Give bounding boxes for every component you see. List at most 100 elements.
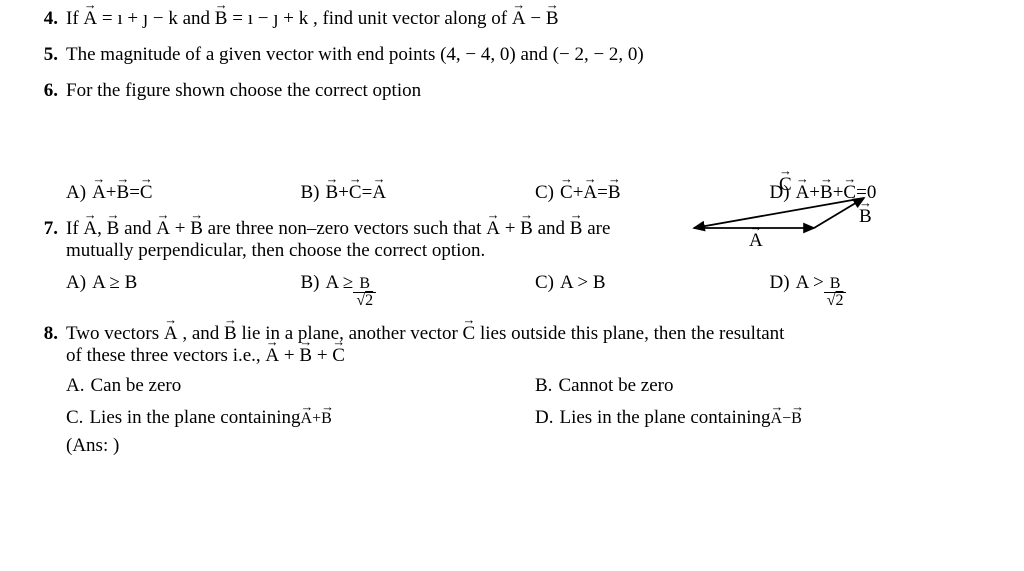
vec-A: →A xyxy=(301,410,313,428)
i: ı xyxy=(117,8,122,29)
vec-A: →A xyxy=(771,410,783,428)
fraction: B √2 xyxy=(353,276,376,309)
vec-A: →A xyxy=(164,323,178,345)
q6-option-b: B) →B + →C = →A xyxy=(301,182,536,204)
j: ȷ xyxy=(273,8,278,29)
vec-B: →B xyxy=(224,323,237,345)
q7-option-d: D) A > B √2 xyxy=(770,272,1005,309)
plus: + xyxy=(175,218,190,239)
option-label: A. xyxy=(66,375,84,397)
vec-B: →B xyxy=(190,218,203,240)
q8-optA: Can be zero xyxy=(90,375,181,397)
q7-option-b: B) A ≥ B √2 xyxy=(301,272,536,309)
vec-A: →A xyxy=(583,182,597,204)
q7-optC: A > B xyxy=(560,272,606,294)
i-hat: ˆı xyxy=(248,8,253,30)
k-hat: ˆk xyxy=(299,8,309,30)
option-label: B) xyxy=(301,182,320,204)
vec-B: →B xyxy=(107,218,120,240)
plus: + xyxy=(284,345,299,366)
plus: + xyxy=(573,182,584,204)
vec-B: →B xyxy=(820,182,833,204)
q5-text-a: The magnitude of a given vector with end… xyxy=(66,44,440,65)
vec-B: →B xyxy=(546,8,559,30)
option-label: A) xyxy=(66,272,86,294)
vec-C: →C xyxy=(140,182,153,204)
j: ȷ xyxy=(143,8,148,29)
q8-option-b: B. Cannot be zero xyxy=(535,375,1004,397)
vec-A: →A xyxy=(796,182,810,204)
minus: − xyxy=(258,8,273,29)
q6-number: 6. xyxy=(20,80,66,204)
q7-option-c: C) A > B xyxy=(535,272,770,309)
q4-mid: and xyxy=(183,8,215,29)
vec-B: →B xyxy=(299,345,312,367)
q4-number: 4. xyxy=(20,8,66,30)
vec-A: →A xyxy=(512,8,526,30)
vec-B: →B xyxy=(321,410,332,428)
minus: − xyxy=(530,8,545,29)
option-label: B. xyxy=(535,375,552,397)
vec-B: →B xyxy=(326,182,339,204)
plus: + xyxy=(505,218,520,239)
q6-text: For the figure shown choose the correct … xyxy=(66,80,421,101)
q5-pt1: (4, − 4, 0) xyxy=(440,44,516,65)
q8-t5: of these three vectors i.e., xyxy=(66,345,265,366)
vec-C: →C xyxy=(463,323,476,345)
fraction: B √2 xyxy=(824,276,847,309)
question-6: 6. For the figure shown choose the corre… xyxy=(20,80,1004,204)
q5-number: 5. xyxy=(20,44,66,66)
q6-option-d: D) →A + →B + →C = 0 xyxy=(770,182,1005,204)
q8-number: 8. xyxy=(20,323,66,457)
i: ı xyxy=(248,8,253,29)
plus: + xyxy=(106,182,117,204)
q8-option-c: C. Lies in the plane containing →A + →B xyxy=(66,407,535,429)
option-label: C) xyxy=(535,272,554,294)
vec-C: →C xyxy=(843,182,856,204)
q5-pt2: (− 2, − 2, 0) xyxy=(553,44,644,65)
option-label: C) xyxy=(535,182,554,204)
q4-post: , find unit vector along of xyxy=(313,8,512,29)
q7-t4: and xyxy=(538,218,570,239)
k-hat: ˆk xyxy=(168,8,178,30)
option-label: A) xyxy=(66,182,86,204)
two: 2 xyxy=(365,292,373,309)
q5-text-b: and xyxy=(520,44,552,65)
q8-optB: Cannot be zero xyxy=(558,375,673,397)
vec-B: →B xyxy=(117,182,130,204)
vec-A: →A xyxy=(92,182,106,204)
eq: = xyxy=(597,182,608,204)
eq: = xyxy=(129,182,140,204)
eq: = xyxy=(362,182,373,204)
vec-A: →A xyxy=(83,8,97,30)
option-label: C. xyxy=(66,407,83,429)
radical-icon: √ xyxy=(356,292,365,309)
q7-t3: are three non–zero vectors such that xyxy=(208,218,487,239)
vec-C: →C xyxy=(349,182,362,204)
q6-option-a: A) →A + →B = →C xyxy=(66,182,301,204)
question-5: 5. The magnitude of a given vector with … xyxy=(20,44,1004,66)
numerator: B xyxy=(353,276,376,293)
q4-body: If →A = ˆı + ˆȷ − ˆk and →B = ˆı − ˆȷ + … xyxy=(66,8,1004,30)
q7-t2: and xyxy=(124,218,156,239)
k: k xyxy=(299,8,309,29)
minus: − xyxy=(153,8,168,29)
q8-option-a: A. Can be zero xyxy=(66,375,535,397)
vec-A: →A xyxy=(265,345,279,367)
eq: = xyxy=(232,8,247,29)
q8-optC-pre: Lies in the plane containing xyxy=(89,407,300,429)
option-label: D. xyxy=(535,407,553,429)
plus: + xyxy=(338,182,349,204)
denominator: √2 xyxy=(353,293,376,309)
plus: + xyxy=(317,345,332,366)
vec-B: →B xyxy=(570,218,583,240)
q5-body: The magnitude of a given vector with end… xyxy=(66,44,1004,66)
vec-C: →C xyxy=(560,182,573,204)
fig-label-A: →A xyxy=(749,230,763,252)
j-hat: ˆȷ xyxy=(143,8,148,30)
plus: + xyxy=(283,8,298,29)
q8-optD-pre: Lies in the plane containing xyxy=(559,407,770,429)
q7-optB-pre: A ≥ xyxy=(326,272,354,294)
q7-optD-pre: A > xyxy=(796,272,824,294)
option-label: D) xyxy=(770,272,790,294)
